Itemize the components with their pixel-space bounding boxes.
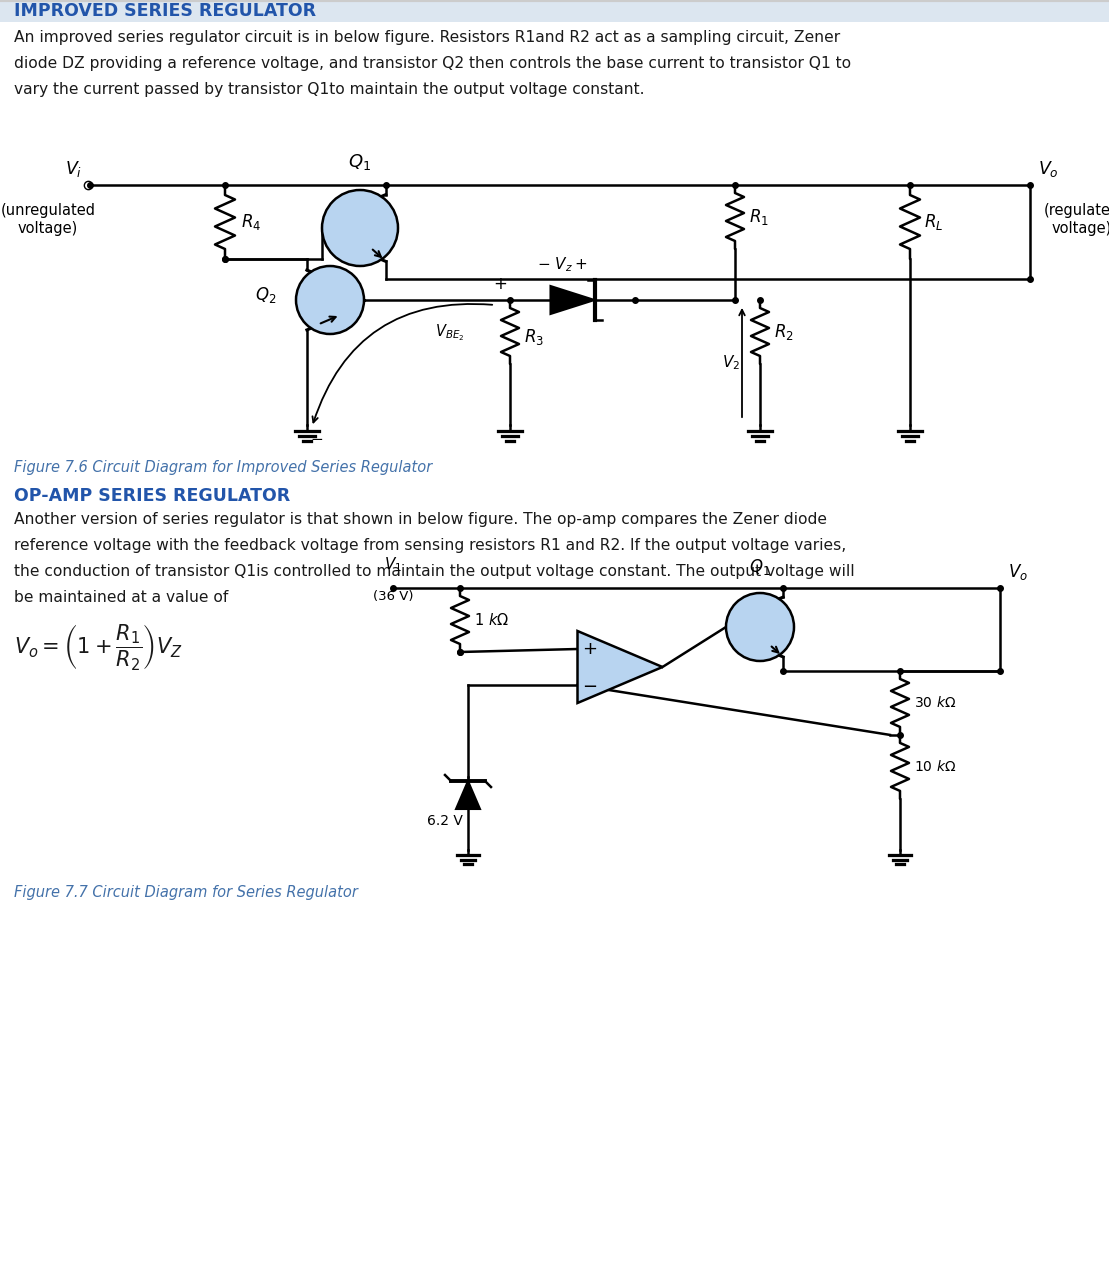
Text: $R_2$: $R_2$ bbox=[774, 323, 794, 342]
Polygon shape bbox=[550, 285, 594, 314]
Text: the conduction of transistor Q1is controlled to maintain the output voltage cons: the conduction of transistor Q1is contro… bbox=[14, 564, 855, 579]
Text: reference voltage with the feedback voltage from sensing resistors R1 and R2. If: reference voltage with the feedback volt… bbox=[14, 538, 846, 553]
Text: $V_1$: $V_1$ bbox=[384, 556, 403, 573]
Text: vary the current passed by transistor Q1to maintain the output voltage constant.: vary the current passed by transistor Q1… bbox=[14, 82, 644, 97]
Text: $-\ V_z +$: $-\ V_z +$ bbox=[538, 255, 588, 274]
Text: $V_2$: $V_2$ bbox=[722, 353, 740, 372]
Text: $-$: $-$ bbox=[582, 676, 597, 694]
Text: $V_o$: $V_o$ bbox=[1038, 159, 1059, 179]
FancyBboxPatch shape bbox=[0, 0, 1109, 22]
Text: voltage): voltage) bbox=[1051, 221, 1109, 236]
Text: (regulated: (regulated bbox=[1044, 204, 1109, 218]
Text: $Q_2$: $Q_2$ bbox=[255, 285, 276, 305]
Circle shape bbox=[726, 593, 794, 660]
Circle shape bbox=[322, 189, 398, 266]
Text: $R_L$: $R_L$ bbox=[924, 212, 944, 232]
Text: $R_1$: $R_1$ bbox=[749, 207, 769, 227]
Text: +: + bbox=[494, 275, 507, 293]
Text: (unregulated: (unregulated bbox=[0, 204, 95, 218]
Text: $V_o = \left(1 + \dfrac{R_1}{R_2}\right) V_Z$: $V_o = \left(1 + \dfrac{R_1}{R_2}\right)… bbox=[14, 622, 183, 672]
Text: $Q_1$: $Q_1$ bbox=[348, 152, 372, 172]
Text: $V_o$: $V_o$ bbox=[1008, 562, 1028, 582]
Text: IMPROVED SERIES REGULATOR: IMPROVED SERIES REGULATOR bbox=[14, 3, 316, 20]
Text: Figure 7.6 Circuit Diagram for Improved Series Regulator: Figure 7.6 Circuit Diagram for Improved … bbox=[14, 460, 433, 475]
Text: $Q_1$: $Q_1$ bbox=[750, 557, 771, 577]
Text: Figure 7.7 Circuit Diagram for Series Regulator: Figure 7.7 Circuit Diagram for Series Re… bbox=[14, 884, 358, 900]
Text: $R_4$: $R_4$ bbox=[241, 212, 262, 232]
Text: Another version of series regulator is that shown in below figure. The op-amp co: Another version of series regulator is t… bbox=[14, 512, 827, 527]
Text: (36 V): (36 V) bbox=[373, 590, 414, 603]
Text: +: + bbox=[582, 640, 597, 658]
Text: $-$: $-$ bbox=[309, 430, 323, 445]
Text: be maintained at a value of: be maintained at a value of bbox=[14, 590, 228, 605]
Text: 6.2 V: 6.2 V bbox=[427, 814, 462, 828]
Text: $10\ k\Omega$: $10\ k\Omega$ bbox=[914, 759, 956, 774]
Text: An improved series regulator circuit is in below figure. Resistors R1and R2 act : An improved series regulator circuit is … bbox=[14, 29, 841, 45]
Text: voltage): voltage) bbox=[18, 221, 78, 236]
Circle shape bbox=[296, 266, 364, 334]
Polygon shape bbox=[578, 631, 662, 703]
Text: $V_i$: $V_i$ bbox=[64, 159, 82, 179]
Text: diode DZ providing a reference voltage, and transistor Q2 then controls the base: diode DZ providing a reference voltage, … bbox=[14, 56, 851, 70]
Text: $1\ k\Omega$: $1\ k\Omega$ bbox=[474, 612, 509, 628]
Polygon shape bbox=[456, 781, 480, 809]
Text: $30\ k\Omega$: $30\ k\Omega$ bbox=[914, 695, 956, 710]
Text: $V_{BE_2}$: $V_{BE_2}$ bbox=[436, 323, 465, 343]
Text: $R_3$: $R_3$ bbox=[523, 326, 545, 347]
Text: OP-AMP SERIES REGULATOR: OP-AMP SERIES REGULATOR bbox=[14, 486, 291, 506]
